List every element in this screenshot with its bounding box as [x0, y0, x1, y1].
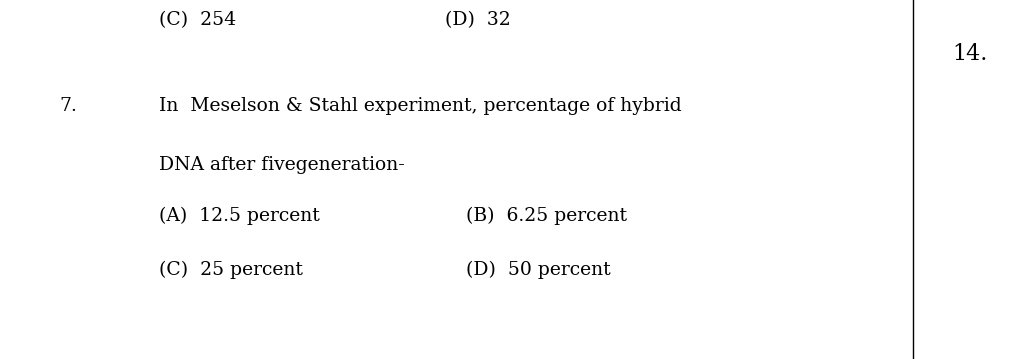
Text: 7.: 7. — [59, 97, 77, 115]
Text: (D)  50 percent: (D) 50 percent — [466, 260, 610, 279]
Text: In  Meselson & Stahl experiment, percentage of hybrid: In Meselson & Stahl experiment, percenta… — [159, 97, 681, 115]
Text: (A)  12.5 percent: (A) 12.5 percent — [159, 206, 319, 225]
Text: 14.: 14. — [952, 43, 988, 65]
Text: (B)  6.25 percent: (B) 6.25 percent — [466, 206, 627, 225]
Text: (D)  32: (D) 32 — [445, 11, 511, 29]
Text: DNA after fivegeneration-: DNA after fivegeneration- — [159, 156, 404, 174]
Text: (C)  25 percent: (C) 25 percent — [159, 260, 303, 279]
Text: (C)  254: (C) 254 — [159, 11, 236, 29]
